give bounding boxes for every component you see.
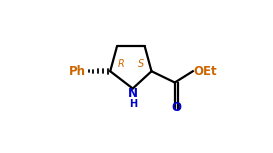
Text: R: R <box>118 59 125 69</box>
Text: H: H <box>129 99 137 108</box>
Text: Ph: Ph <box>69 65 85 78</box>
Text: O: O <box>171 101 181 114</box>
Text: N: N <box>128 87 138 99</box>
Text: S: S <box>138 59 145 69</box>
Text: OEt: OEt <box>194 65 217 78</box>
